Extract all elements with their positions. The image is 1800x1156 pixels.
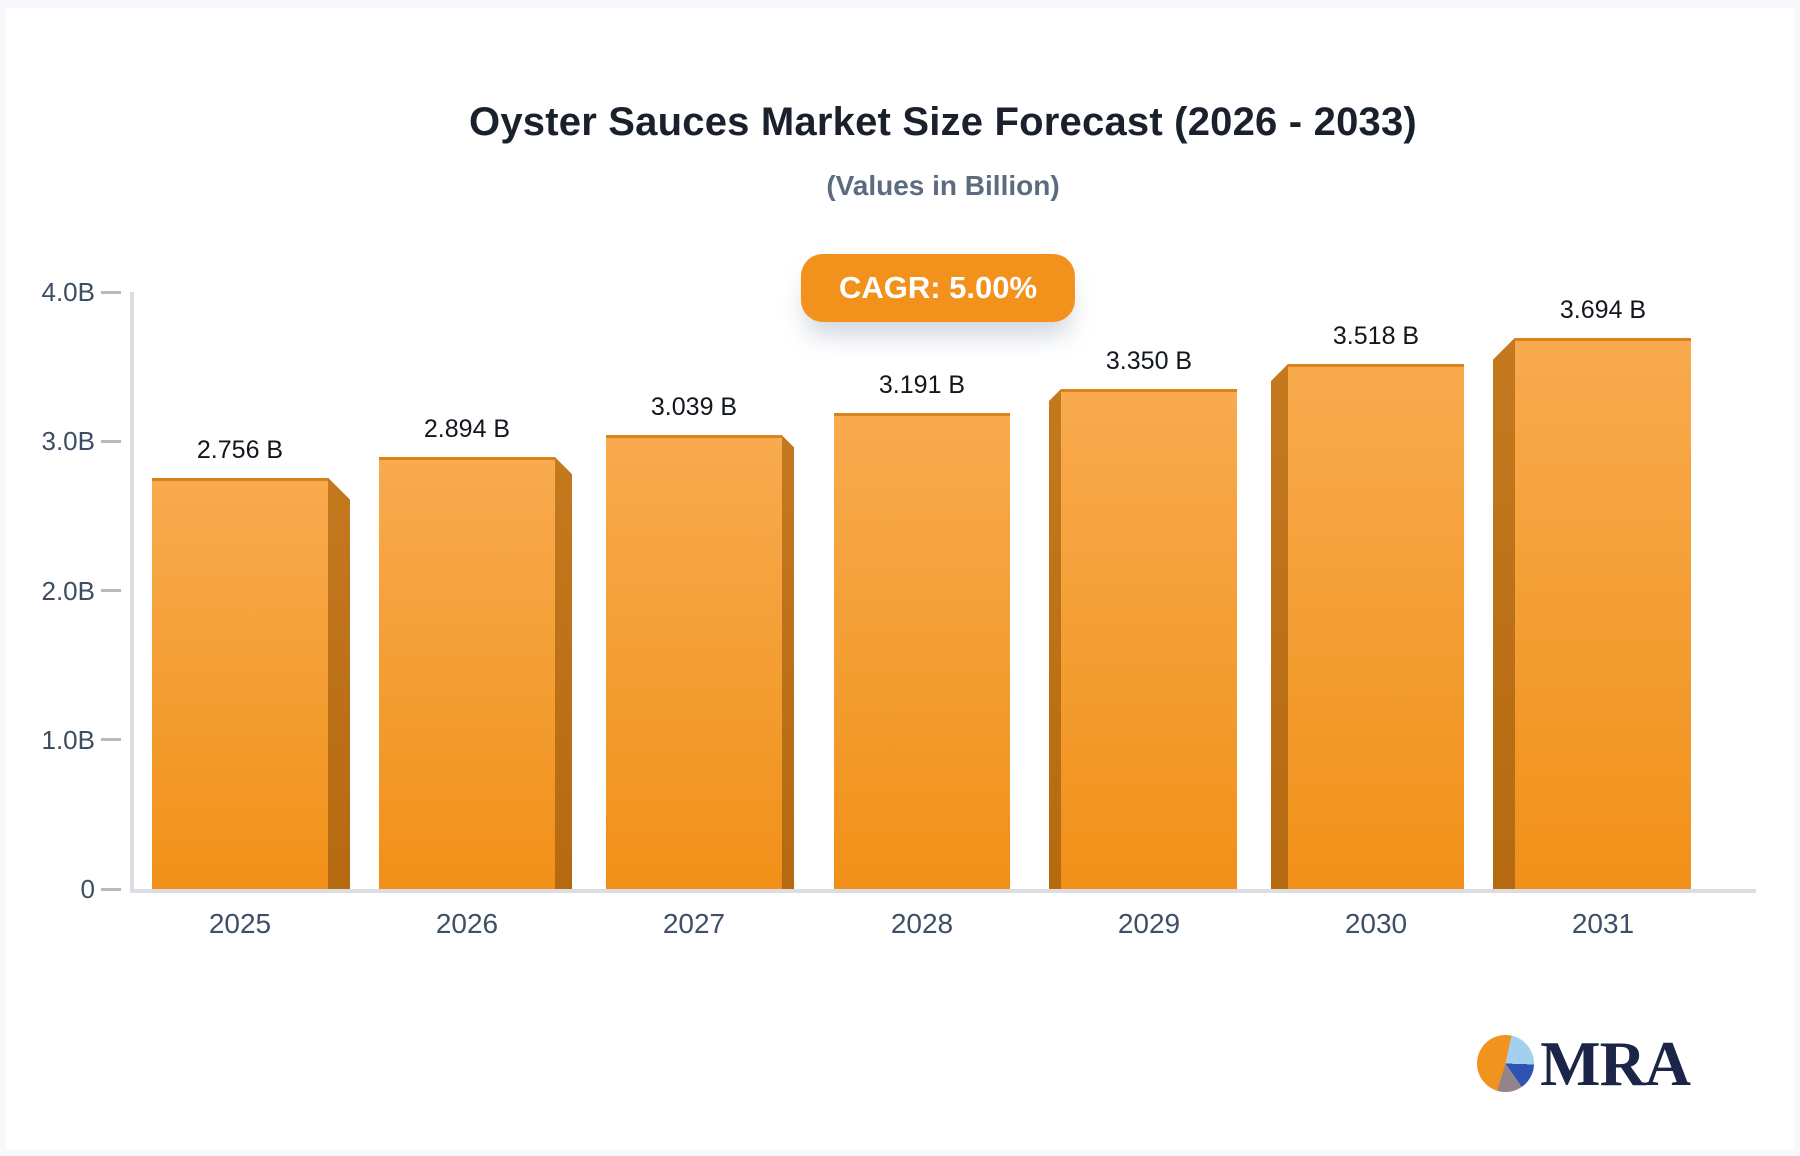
bar-value-label: 2.756 B	[196, 435, 284, 464]
bar-2028	[834, 412, 1010, 889]
plot-area: 0 1.0B 2.0B 3.0B 4.0B 2.756 B 2025 2.894 B 2026 3…	[42, 277, 1756, 939]
brand-logo: MRA	[1477, 1028, 1691, 1099]
y-tick-label: 2.0B	[41, 575, 96, 606]
x-tick-label: 2027	[662, 908, 726, 939]
y-tick-label: 3.0B	[41, 426, 96, 457]
bar-2029	[1061, 389, 1237, 889]
x-tick-label: 2029	[1117, 908, 1181, 939]
y-tick-label: 0	[80, 874, 95, 904]
x-tick-label: 2026	[435, 908, 499, 939]
bar-value-label: 2.894 B	[423, 415, 511, 444]
bar-side-2029	[1049, 389, 1061, 889]
y-tick-dash	[101, 589, 121, 592]
y-tick-label: 1.0B	[41, 724, 96, 755]
bar-side-2027	[782, 435, 794, 889]
bar-2030	[1288, 363, 1464, 889]
chart-title: Oyster Sauces Market Size Forecast (2026…	[469, 100, 1417, 144]
bar-2026	[379, 457, 555, 889]
y-tick-dash	[101, 290, 121, 294]
bar-2025	[152, 477, 328, 889]
bar-2031	[1515, 337, 1691, 889]
x-tick-label: 2031	[1571, 908, 1635, 939]
bar-value-label: 3.350 B	[1105, 347, 1193, 375]
chart-card: Oyster Sauces Market Size Forecast (2026…	[6, 8, 1794, 1150]
bar-side-2031	[1493, 337, 1515, 889]
y-tick-dash	[101, 439, 121, 443]
x-tick-label: 2030	[1344, 908, 1408, 939]
x-tick-label: 2028	[890, 908, 954, 939]
bar-side-2025	[328, 477, 350, 889]
brand-logo-text: MRA	[1540, 1028, 1691, 1099]
y-axis-line	[130, 292, 134, 893]
pie-chart-icon	[1477, 1035, 1535, 1092]
bar-value-label: 3.694 B	[1559, 295, 1647, 324]
chart-subtitle: (Values in Billion)	[826, 170, 1060, 201]
y-tick-label: 4.0B	[41, 277, 96, 307]
cagr-badge: CAGR: 5.00%	[800, 254, 1076, 322]
x-tick-label: 2025	[208, 908, 272, 939]
bar-value-label: 3.191 B	[878, 370, 966, 399]
y-tick-dash	[101, 738, 121, 742]
bar-value-label: 3.039 B	[650, 393, 738, 422]
y-tick-dash	[101, 887, 121, 891]
bar-2027	[606, 435, 782, 889]
x-axis-line	[130, 889, 1756, 893]
bar-side-2030	[1271, 363, 1288, 889]
bar-side-2026	[555, 457, 572, 889]
bar-value-label: 3.518 B	[1332, 321, 1420, 350]
